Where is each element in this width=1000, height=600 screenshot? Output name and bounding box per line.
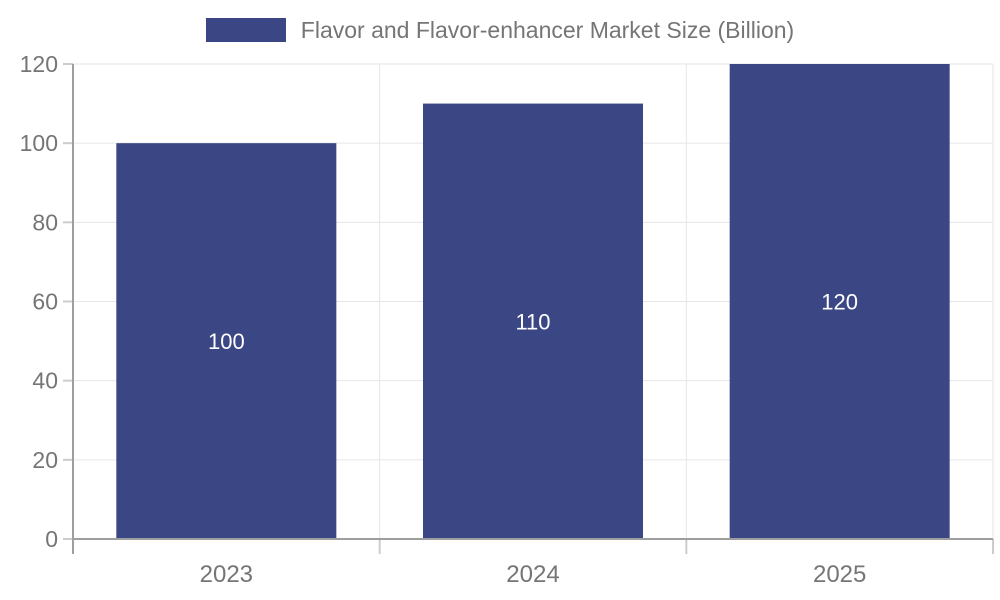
bar xyxy=(116,143,337,539)
y-tick-label: 80 xyxy=(32,209,58,235)
y-tick-label: 120 xyxy=(20,51,58,77)
legend: Flavor and Flavor-enhancer Market Size (… xyxy=(0,17,1000,43)
x-tick-label: 2024 xyxy=(506,561,559,588)
bar-value-label: 120 xyxy=(821,290,858,315)
bar xyxy=(729,64,950,539)
y-tick-label: 40 xyxy=(32,368,58,394)
x-tick-label: 2023 xyxy=(200,561,253,588)
legend-swatch xyxy=(205,18,286,42)
x-tick-label: 2025 xyxy=(813,561,866,588)
legend-label: Flavor and Flavor-enhancer Market Size (… xyxy=(300,17,795,43)
y-tick-label: 0 xyxy=(45,526,58,552)
bar-value-label: 100 xyxy=(208,329,245,354)
y-tick-label: 100 xyxy=(20,130,58,156)
bar xyxy=(423,103,643,539)
bar-value-label: 110 xyxy=(515,309,550,334)
y-tick-label: 60 xyxy=(32,289,58,315)
y-tick-label: 20 xyxy=(32,447,58,473)
